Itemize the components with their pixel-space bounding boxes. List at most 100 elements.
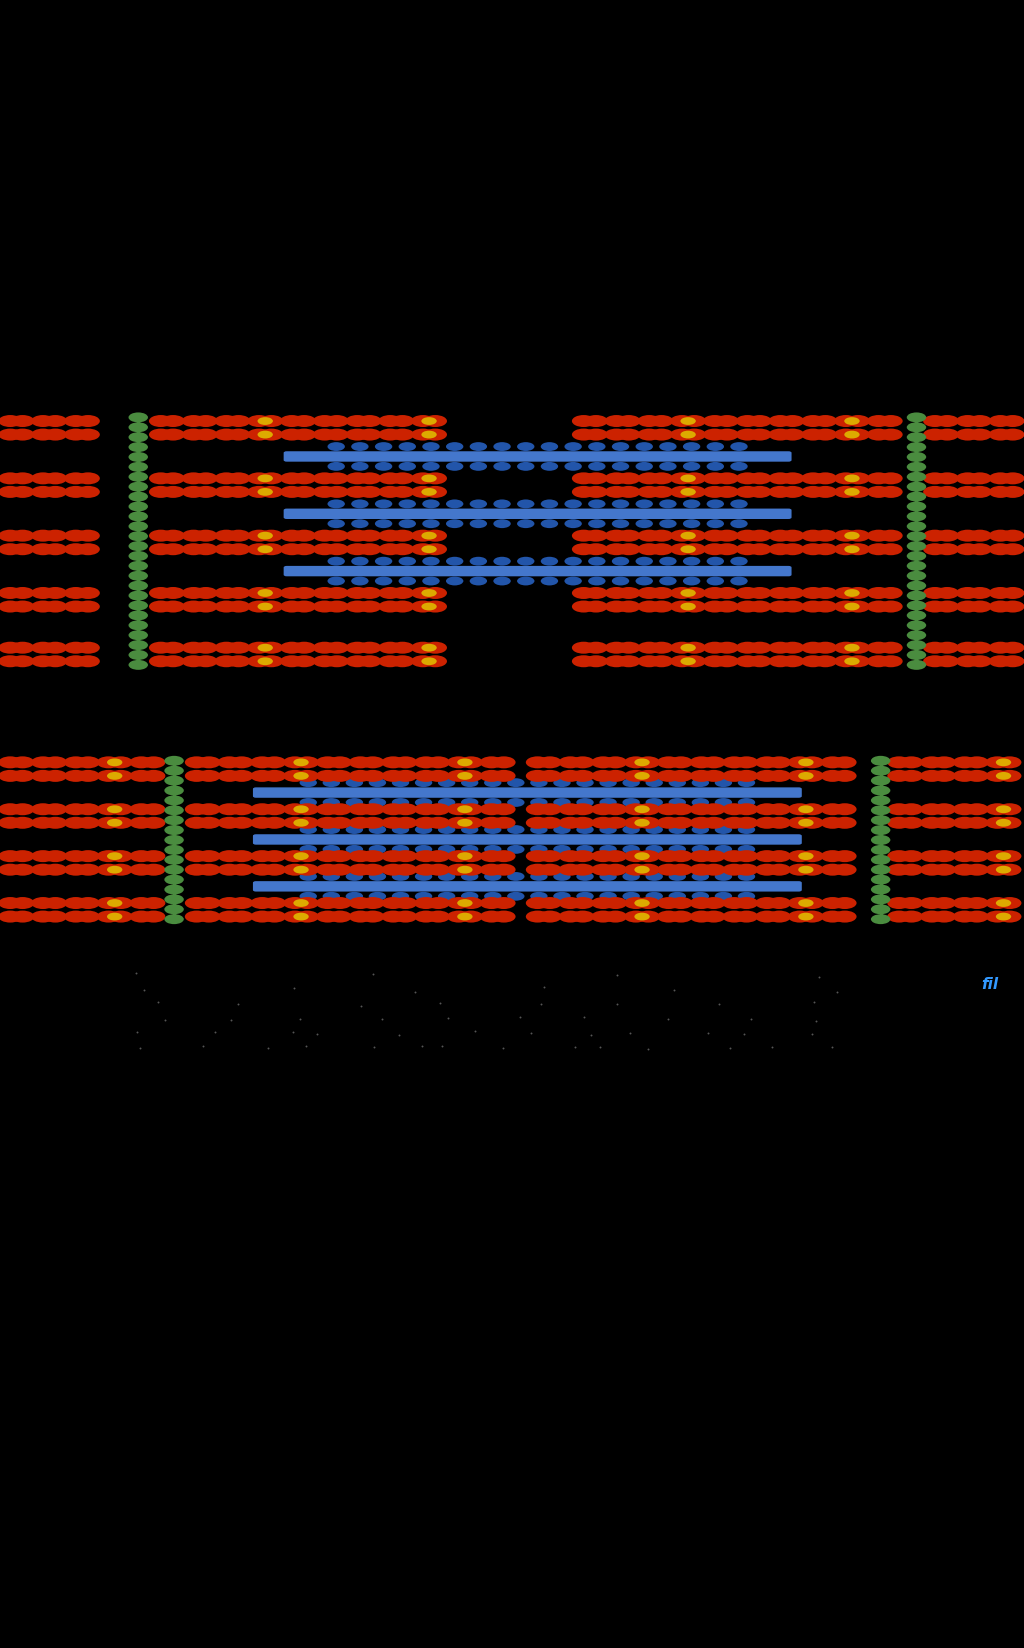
Circle shape <box>326 415 348 428</box>
Circle shape <box>847 643 870 654</box>
Circle shape <box>749 602 772 613</box>
Circle shape <box>162 430 185 442</box>
Circle shape <box>0 602 23 613</box>
Circle shape <box>953 770 977 783</box>
Circle shape <box>924 643 946 654</box>
Text: M line: M line <box>512 394 553 407</box>
Circle shape <box>31 898 55 910</box>
Circle shape <box>723 864 746 877</box>
Circle shape <box>446 898 470 910</box>
Circle shape <box>756 911 779 923</box>
Circle shape <box>484 872 502 882</box>
Circle shape <box>345 588 369 600</box>
Circle shape <box>671 643 694 654</box>
Circle shape <box>129 898 154 910</box>
Circle shape <box>507 799 524 808</box>
Circle shape <box>326 531 348 542</box>
Circle shape <box>887 804 911 816</box>
Circle shape <box>998 864 1022 877</box>
Circle shape <box>749 531 772 542</box>
Circle shape <box>592 770 615 783</box>
Circle shape <box>293 602 316 613</box>
Circle shape <box>0 531 23 542</box>
Circle shape <box>412 602 435 613</box>
Circle shape <box>814 588 838 600</box>
Circle shape <box>260 656 284 667</box>
Circle shape <box>398 443 416 452</box>
Circle shape <box>802 588 825 600</box>
Circle shape <box>605 486 629 499</box>
Circle shape <box>281 486 304 499</box>
Circle shape <box>295 817 319 829</box>
Circle shape <box>390 473 414 485</box>
Circle shape <box>530 826 548 834</box>
Circle shape <box>43 643 68 654</box>
Circle shape <box>250 804 273 816</box>
Circle shape <box>423 415 446 428</box>
Circle shape <box>870 865 890 875</box>
Circle shape <box>63 430 88 442</box>
Circle shape <box>479 864 504 877</box>
Circle shape <box>683 499 700 509</box>
Circle shape <box>834 850 857 862</box>
Circle shape <box>63 656 88 667</box>
Text: Z disk: Z disk <box>123 343 169 358</box>
Circle shape <box>10 850 35 862</box>
Circle shape <box>141 911 166 923</box>
Circle shape <box>845 658 860 666</box>
Circle shape <box>63 864 88 877</box>
Circle shape <box>989 602 1012 613</box>
Circle shape <box>835 473 858 485</box>
Circle shape <box>870 816 890 826</box>
Circle shape <box>683 443 700 452</box>
Circle shape <box>446 804 470 816</box>
Circle shape <box>345 531 369 542</box>
Circle shape <box>847 588 870 600</box>
Circle shape <box>845 432 860 440</box>
Circle shape <box>625 898 648 910</box>
Circle shape <box>378 643 401 654</box>
Circle shape <box>730 463 748 471</box>
Circle shape <box>360 804 384 816</box>
Circle shape <box>328 817 352 829</box>
Circle shape <box>847 656 870 667</box>
Circle shape <box>821 770 845 783</box>
Circle shape <box>422 545 436 554</box>
Circle shape <box>351 577 369 587</box>
Circle shape <box>584 588 607 600</box>
Circle shape <box>378 544 401 555</box>
Circle shape <box>715 845 732 854</box>
Circle shape <box>867 430 891 442</box>
Circle shape <box>96 770 120 783</box>
Circle shape <box>457 760 473 766</box>
Circle shape <box>880 544 903 555</box>
Circle shape <box>164 875 184 885</box>
Circle shape <box>735 850 759 862</box>
Circle shape <box>315 756 339 770</box>
Circle shape <box>229 817 254 829</box>
Circle shape <box>986 850 1010 862</box>
Circle shape <box>129 602 148 611</box>
Circle shape <box>258 658 273 666</box>
Circle shape <box>936 415 958 428</box>
Circle shape <box>541 519 558 529</box>
Circle shape <box>422 603 436 611</box>
Circle shape <box>248 602 271 613</box>
Circle shape <box>293 415 316 428</box>
Circle shape <box>470 577 487 587</box>
Circle shape <box>393 770 417 783</box>
Circle shape <box>637 656 662 667</box>
Text: Sarcomere: Sarcomere <box>486 343 568 358</box>
Circle shape <box>880 531 903 542</box>
Circle shape <box>749 656 772 667</box>
Circle shape <box>737 826 755 834</box>
Circle shape <box>870 855 890 865</box>
Circle shape <box>683 643 707 654</box>
Circle shape <box>293 900 309 908</box>
Circle shape <box>195 531 218 542</box>
Circle shape <box>707 557 724 567</box>
Circle shape <box>802 415 825 428</box>
Circle shape <box>637 531 662 542</box>
Circle shape <box>801 850 824 862</box>
Circle shape <box>703 602 727 613</box>
